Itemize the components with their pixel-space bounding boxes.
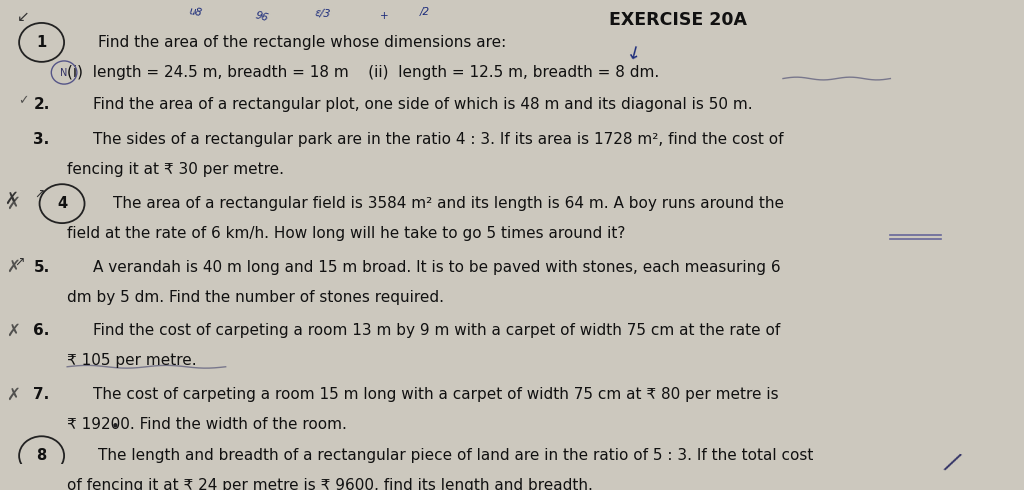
Text: ↙: ↙ [624,41,646,64]
Text: u8: u8 [187,6,203,18]
Text: ✗: ✗ [6,386,19,404]
Text: Find the cost of carpeting a room 13 m by 9 m with a carpet of width 75 cm at th: Find the cost of carpeting a room 13 m b… [93,323,780,338]
Text: Find the area of a rectangular plot, one side of which is 48 m and its diagonal : Find the area of a rectangular plot, one… [93,98,753,112]
Text: Find the area of the rectangle whose dimensions are:: Find the area of the rectangle whose dim… [98,35,506,50]
Text: N: N [60,68,68,77]
Text: 5.: 5. [34,260,50,274]
Text: ✗: ✗ [6,195,19,213]
Text: fencing it at ₹ 30 per metre.: fencing it at ₹ 30 per metre. [68,162,285,177]
Text: The sides of a rectangular park are in the ratio 4 : 3. If its area is 1728 m², : The sides of a rectangular park are in t… [93,132,783,147]
Text: ε/3: ε/3 [314,8,331,19]
Text: 8: 8 [37,448,47,463]
Text: The cost of carpeting a room 15 m long with a carpet of width 75 cm at ₹ 80 per : The cost of carpeting a room 15 m long w… [93,387,778,402]
Text: The length and breadth of a rectangular piece of land are in the ratio of 5 : 3.: The length and breadth of a rectangular … [98,448,813,463]
Text: ✗: ✗ [6,258,19,276]
Text: 6.: 6. [34,323,50,338]
Text: ✗: ✗ [4,190,17,208]
Text: dm by 5 dm. Find the number of stones required.: dm by 5 dm. Find the number of stones re… [68,290,444,305]
Text: +: + [380,10,388,21]
Text: ↙: ↙ [16,9,30,24]
Text: ●: ● [113,422,118,427]
Text: A verandah is 40 m long and 15 m broad. It is to be paved with stones, each meas: A verandah is 40 m long and 15 m broad. … [93,260,780,274]
Text: of fencing it at ₹ 24 per metre is ₹ 9600, find its length and breadth.: of fencing it at ₹ 24 per metre is ₹ 960… [68,478,593,490]
Text: ✗: ✗ [6,321,19,340]
Text: ↗: ↗ [14,256,25,269]
Text: (i)  length = 24.5 m, breadth = 18 m    (ii)  length = 12.5 m, breadth = 8 dm.: (i) length = 24.5 m, breadth = 18 m (ii)… [68,65,659,80]
Text: 96: 96 [254,10,269,24]
Text: ✓: ✓ [18,94,29,107]
Text: 7.: 7. [34,387,50,402]
Text: The area of a rectangular field is 3584 m² and its length is 64 m. A boy runs ar: The area of a rectangular field is 3584 … [114,196,784,211]
Text: /: / [944,449,959,474]
Text: field at the rate of 6 km/h. How long will he take to go 5 times around it?: field at the rate of 6 km/h. How long wi… [68,226,626,241]
Text: 2.: 2. [34,98,50,112]
Text: ₹ 19200. Find the width of the room.: ₹ 19200. Find the width of the room. [68,417,347,432]
Text: /2: /2 [420,7,430,17]
Text: ↗: ↗ [34,188,45,201]
Text: 1: 1 [37,35,47,50]
Text: ₹ 105 per metre.: ₹ 105 per metre. [68,353,197,368]
Text: 4: 4 [57,196,68,211]
Text: 3.: 3. [34,132,50,147]
Text: EXERCISE 20A: EXERCISE 20A [609,11,748,29]
